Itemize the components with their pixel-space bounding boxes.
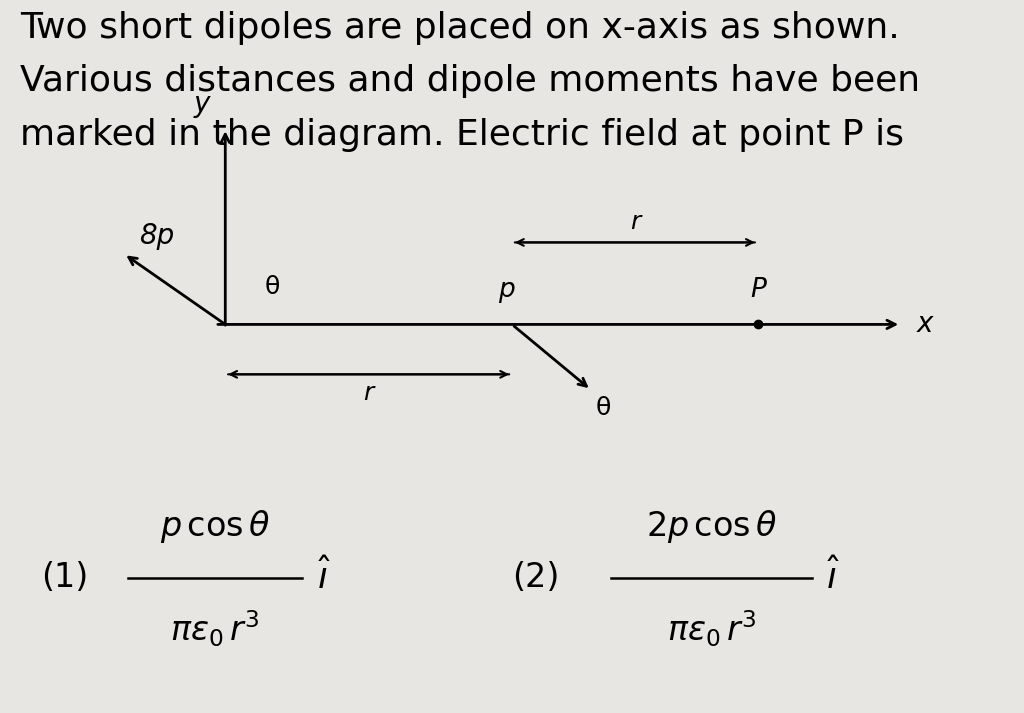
Text: θ: θ xyxy=(596,396,611,420)
Text: $\pi\varepsilon_0\,r^3$: $\pi\varepsilon_0\,r^3$ xyxy=(170,609,260,649)
Text: r: r xyxy=(364,381,374,406)
Text: Two short dipoles are placed on x-axis as shown.: Two short dipoles are placed on x-axis a… xyxy=(20,11,900,45)
Text: (2): (2) xyxy=(512,561,559,594)
Text: P: P xyxy=(750,277,766,303)
Text: Various distances and dipole moments have been: Various distances and dipole moments hav… xyxy=(20,64,921,98)
Text: x: x xyxy=(916,310,933,339)
Text: $2p\,\cos\theta$: $2p\,\cos\theta$ xyxy=(646,508,777,545)
Text: r: r xyxy=(630,210,640,234)
Text: θ: θ xyxy=(264,275,280,299)
Text: $\pi\varepsilon_0\,r^3$: $\pi\varepsilon_0\,r^3$ xyxy=(667,609,757,649)
Text: $\hat{\imath}$: $\hat{\imath}$ xyxy=(317,559,331,596)
Text: marked in the diagram. Electric field at point P is: marked in the diagram. Electric field at… xyxy=(20,118,904,152)
Text: p: p xyxy=(499,277,515,303)
Text: $\hat{\imath}$: $\hat{\imath}$ xyxy=(826,559,840,596)
Text: $p\,\cos\theta$: $p\,\cos\theta$ xyxy=(160,508,270,545)
Text: (1): (1) xyxy=(41,561,88,594)
Text: y: y xyxy=(194,90,210,118)
Text: 8p: 8p xyxy=(139,222,174,250)
